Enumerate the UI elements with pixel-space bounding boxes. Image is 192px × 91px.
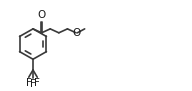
Text: F: F: [34, 78, 40, 88]
Text: O: O: [72, 28, 80, 38]
Text: F: F: [30, 79, 36, 89]
Text: F: F: [26, 78, 32, 88]
Text: O: O: [37, 10, 46, 20]
